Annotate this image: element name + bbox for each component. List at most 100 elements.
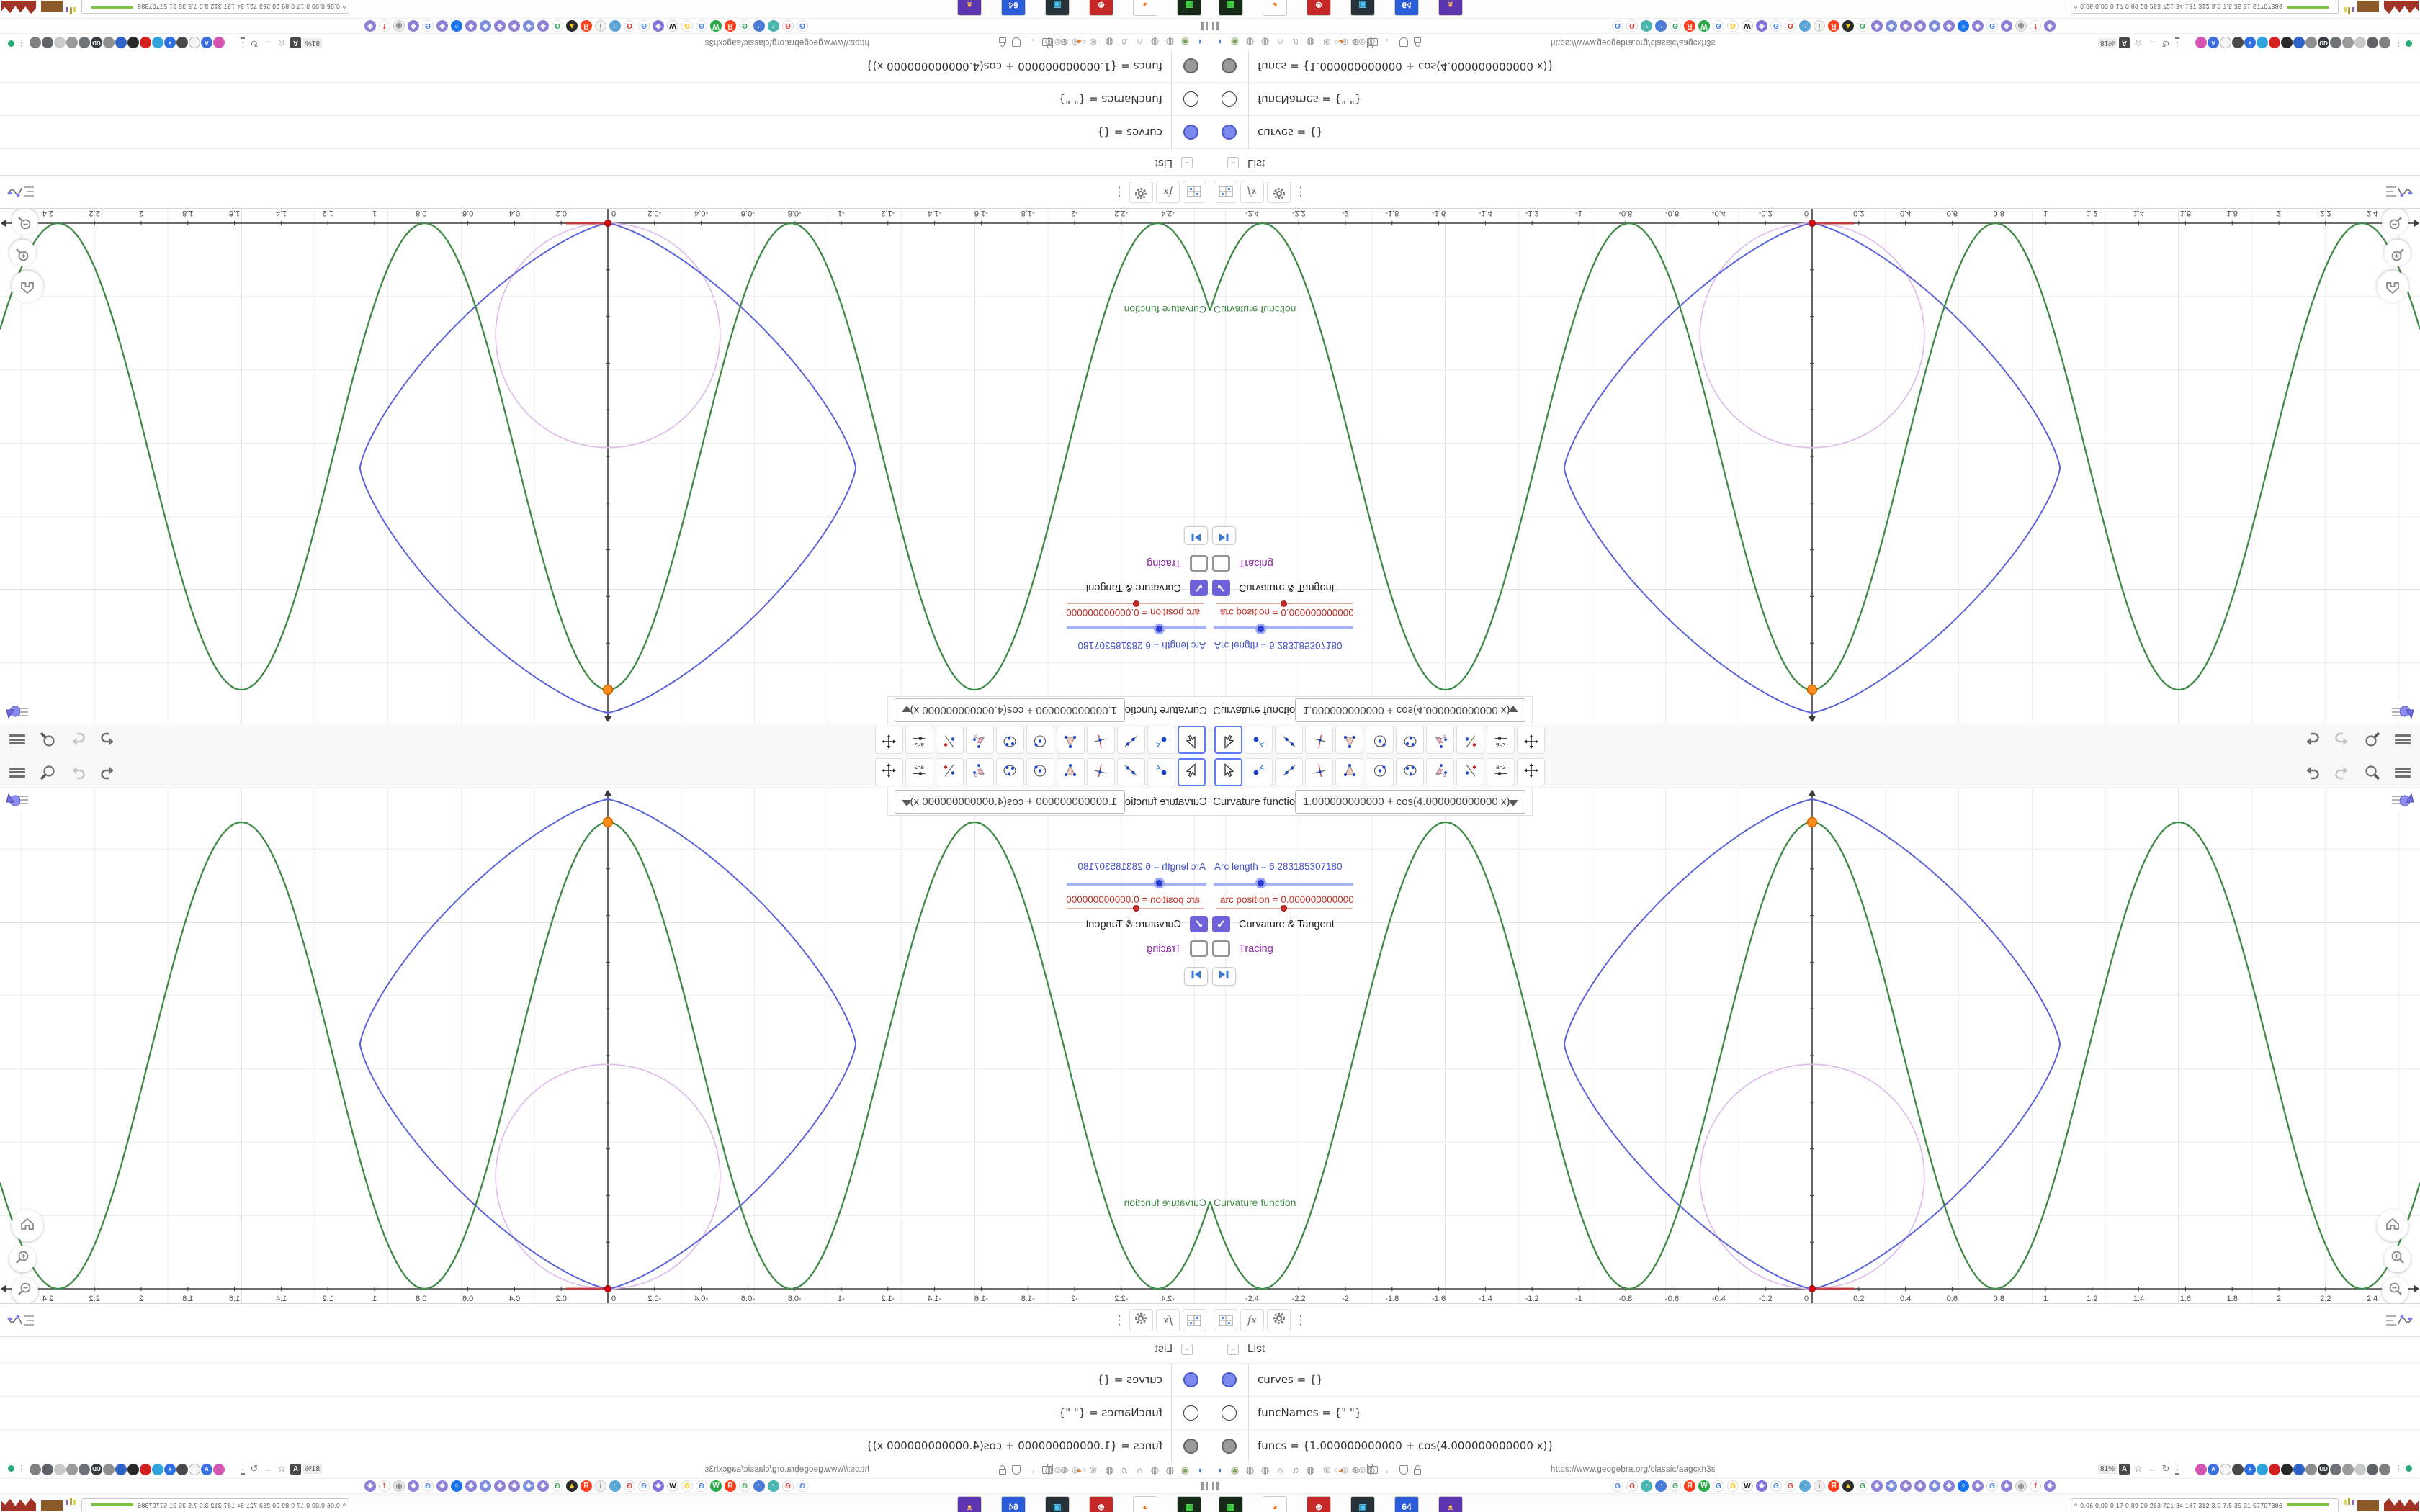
favicon-icon[interactable]: ◈ — [523, 20, 534, 32]
arc-position-slider-handle[interactable] — [1281, 600, 1287, 607]
favicon-icon[interactable]: ◔ — [753, 1480, 765, 1492]
arc-position-slider-handle[interactable] — [1281, 905, 1287, 912]
favicon-icon[interactable]: ◈ — [1900, 1480, 1912, 1492]
folder-icon[interactable] — [1042, 1466, 1053, 1474]
back-icon[interactable]: ← — [1026, 1464, 1036, 1476]
menu-icon[interactable] — [2393, 762, 2413, 783]
nav-action-icons[interactable]: ☆ → ↻ ↓ — [240, 37, 286, 50]
tool-circle-button[interactable] — [1026, 757, 1054, 786]
ext-icon[interactable] — [42, 1464, 53, 1475]
app-icon[interactable]: ▦ — [1177, 1496, 1201, 1512]
favicon-icon[interactable]: ◈ — [2044, 20, 2056, 32]
favicon-icon[interactable]: G — [638, 20, 650, 32]
arc-length-slider[interactable] — [1067, 878, 1206, 888]
algebra-row-funcnames[interactable]: funcNames = {" "} — [1210, 82, 2420, 115]
undo-button[interactable] — [2302, 762, 2322, 783]
tool-slider-button[interactable]: a=2 — [905, 726, 933, 755]
app-icon[interactable]: ▣ — [1045, 0, 1070, 16]
algebra-graphing-icon[interactable] — [6, 1310, 36, 1331]
favicon-icon[interactable]: ◈ — [1756, 1480, 1767, 1492]
ext-icon[interactable] — [2220, 37, 2231, 48]
favicon-icon[interactable]: ▲ — [566, 20, 578, 32]
algebra-kebab-menu[interactable]: ⋮ — [1112, 181, 1126, 203]
tool-perpendicular-line-button[interactable] — [1087, 757, 1115, 786]
gray-icon[interactable]: ♫ — [1121, 1464, 1129, 1475]
zoom-out-button[interactable] — [12, 208, 38, 235]
tool-transform-button[interactable] — [936, 726, 964, 755]
algebra-grid-view-button[interactable] — [1183, 181, 1206, 203]
ext-icon[interactable] — [2354, 37, 2366, 48]
animation-play-button[interactable] — [1212, 967, 1236, 986]
algebra-fx-button[interactable]: fx — [1240, 181, 1264, 203]
ext-icon[interactable] — [2195, 37, 2207, 48]
algebra-row-funcs[interactable]: funcs = {1.000000000000 + cos(4.00000000… — [0, 1430, 1210, 1463]
nav-action-icons[interactable]: ☆ → ↻ ↓ — [240, 1462, 286, 1475]
algebra-row-curves[interactable]: curves = {} — [0, 1364, 1210, 1397]
ext-icon[interactable] — [2281, 37, 2293, 48]
back-icon[interactable]: ← — [1026, 36, 1036, 48]
visibility-toggle-funcs[interactable] — [1183, 58, 1198, 73]
zoom-in-button[interactable] — [2384, 1246, 2411, 1272]
arc-position-slider[interactable] — [1067, 905, 1204, 912]
favicon-icon[interactable]: ◈ — [508, 1480, 520, 1492]
algebra-row-funcs[interactable]: funcs = {1.000000000000 + cos(4.00000000… — [1210, 49, 2420, 82]
visibility-toggle-curves[interactable] — [1183, 1372, 1198, 1387]
gray-icon[interactable]: ◍ — [1165, 37, 1175, 48]
favicon-icon[interactable]: ◈ — [1871, 1480, 1883, 1492]
favicon-icon[interactable]: ◉ — [2015, 20, 2027, 32]
tracing-checkbox[interactable] — [1212, 555, 1230, 572]
search-icon[interactable] — [2362, 730, 2383, 750]
gray-icon[interactable]: ◍ — [1260, 37, 1270, 48]
favicon-icon[interactable]: Я — [1684, 1480, 1695, 1492]
tool-line-button[interactable] — [1117, 757, 1145, 786]
ext-icon[interactable] — [42, 37, 53, 48]
algebra-fx-button[interactable]: fx — [1240, 1309, 1264, 1331]
tool-slider-button[interactable]: a=2 — [1487, 726, 1515, 755]
tool-move-button[interactable] — [1178, 726, 1206, 755]
favicon-icon[interactable]: f — [379, 20, 390, 32]
favicon-icon[interactable]: W — [1698, 1480, 1710, 1492]
home-button[interactable] — [12, 271, 43, 302]
algebra-grid-view-button[interactable] — [1214, 181, 1237, 203]
nav-action-icons[interactable]: ☆ → ↻ ↓ — [2134, 1462, 2180, 1475]
overflow-kebab-icon[interactable]: ⋮ — [2394, 1464, 2403, 1474]
window-controls[interactable]: ← — [1367, 37, 1421, 48]
favicon-icon[interactable]: ◈ — [1929, 1480, 1940, 1492]
url-text[interactable]: https://www.geogebra.org/classic/aagcxh3… — [704, 1465, 869, 1474]
app-icon[interactable]: ◕ — [1263, 1496, 1287, 1512]
tool-angle-button[interactable]: α — [1426, 726, 1454, 755]
zoom-out-button[interactable] — [2382, 1277, 2408, 1304]
favicon-icon[interactable]: G — [1727, 20, 1739, 32]
reload-icon[interactable]: ↻ — [2161, 1463, 2170, 1474]
ext-icon[interactable] — [103, 1464, 115, 1475]
algebra-row-funcnames[interactable]: funcNames = {" "} — [0, 1397, 1210, 1430]
favicon-icon[interactable]: ○ — [1958, 1480, 1969, 1492]
favicon-icon[interactable]: ◈ — [653, 1480, 664, 1492]
favicon-icon[interactable]: i — [595, 20, 606, 32]
favicon-icon[interactable]: G — [1785, 20, 1796, 32]
ext-icon[interactable]: UD — [2318, 1464, 2329, 1475]
arc-length-slider[interactable] — [1214, 878, 1353, 888]
favicon-icon[interactable]: ◈ — [537, 1480, 549, 1492]
function-dropdown[interactable]: 1.000000000000 + cos(4.000000000000 x) — [1295, 790, 1525, 814]
tool-circle-button[interactable] — [1366, 726, 1394, 755]
reader-mode-icon[interactable]: A — [290, 1464, 301, 1475]
visibility-toggle-funcs[interactable] — [1222, 58, 1237, 73]
gray-icon[interactable]: ◖ — [1216, 37, 1223, 48]
favicon-icon[interactable]: f — [2030, 20, 2041, 32]
tool-angle-button[interactable]: α — [966, 726, 994, 755]
gray-icon[interactable]: ◍ — [1306, 1464, 1315, 1475]
zoom-in-button[interactable] — [9, 240, 36, 266]
arc-length-slider-handle[interactable] — [1154, 878, 1165, 888]
forward-icon[interactable]: → — [2147, 1463, 2157, 1474]
algebra-row-funcs[interactable]: funcs = {1.000000000000 + cos(4.00000000… — [1210, 1430, 2420, 1463]
algebra-settings-button[interactable] — [1129, 1309, 1153, 1331]
ext-icon[interactable] — [2379, 1464, 2390, 1475]
favicon-icon[interactable]: G — [681, 20, 693, 32]
favicon-icon[interactable]: G — [1770, 1480, 1782, 1492]
reload-icon[interactable]: ↻ — [2161, 38, 2170, 49]
app-icon[interactable]: 64 — [1394, 1496, 1419, 1512]
reload-icon[interactable]: ↻ — [250, 1463, 259, 1474]
ext-icon[interactable] — [2269, 37, 2280, 48]
system-monitor-widget[interactable]: ^ 0.06 0.00 0.17 0.89 20 263 721 34 187 … — [2071, 1498, 2339, 1512]
